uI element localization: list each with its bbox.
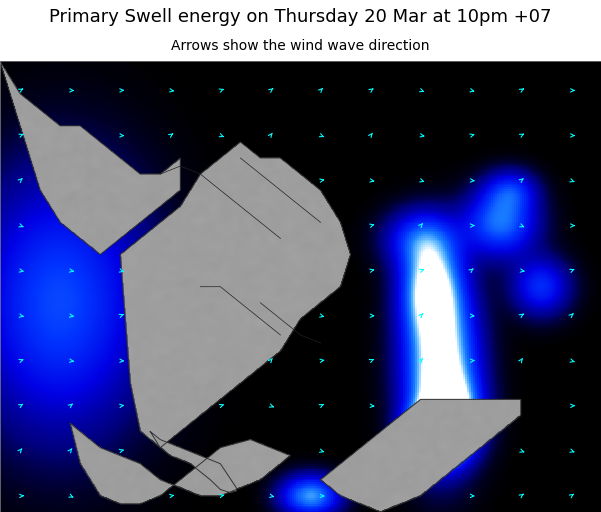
Bar: [160, 61, 601, 512]
Bar: [0, 61, 601, 512]
Text: Primary Swell energy on Thursday 20 Mar at 10pm +07: Primary Swell energy on Thursday 20 Mar …: [49, 8, 552, 26]
Text: Arrows show the wind wave direction: Arrows show the wind wave direction: [171, 39, 430, 53]
Bar: [0, 61, 160, 512]
